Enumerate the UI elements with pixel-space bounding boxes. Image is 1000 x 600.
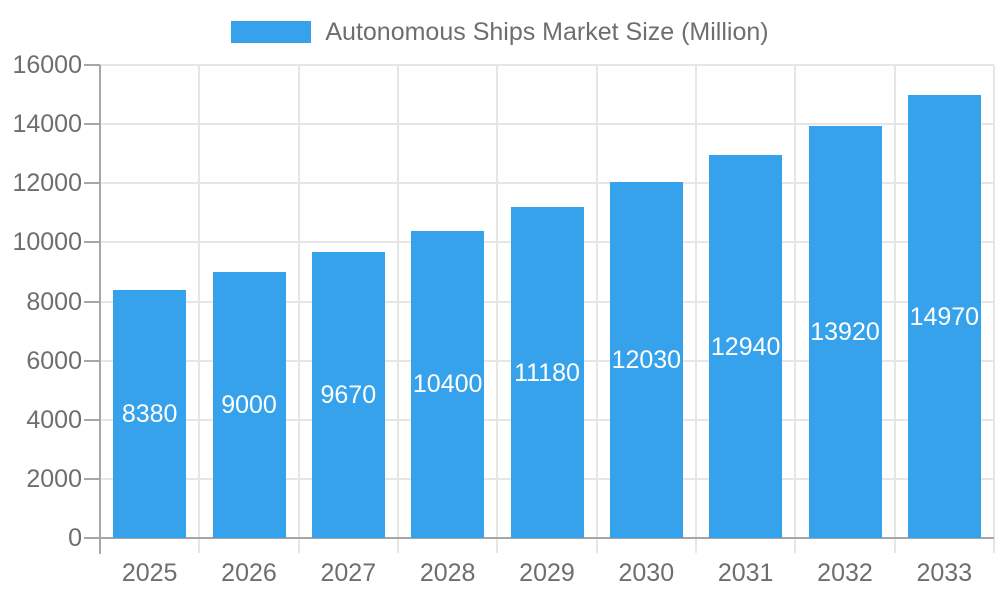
y-axis-label: 14000 [12, 110, 82, 139]
x-axis-tick [595, 538, 598, 553]
bar-value-label: 9000 [221, 390, 277, 419]
bar[interactable]: 10400 [411, 230, 485, 538]
x-axis-tick [695, 538, 697, 553]
v-gridline [198, 65, 201, 538]
v-gridline [595, 65, 598, 538]
bar[interactable]: 9000 [212, 271, 286, 538]
v-gridline [496, 65, 499, 538]
y-axis-tick [84, 182, 100, 185]
bar[interactable]: 9670 [311, 252, 385, 538]
y-axis-tick [84, 359, 100, 362]
x-axis-tick [397, 538, 399, 553]
legend-swatch [231, 21, 312, 43]
y-axis-tick [84, 537, 100, 539]
y-axis-tick [84, 123, 100, 126]
bar[interactable]: 14970 [907, 95, 981, 538]
v-gridline [993, 65, 995, 538]
x-axis-tick [893, 538, 896, 553]
x-axis-label: 2032 [817, 559, 873, 587]
y-axis-line [99, 65, 101, 554]
y-axis-label: 2000 [26, 464, 82, 493]
bar-value-label: 14970 [909, 302, 980, 331]
x-axis-label: 2028 [419, 559, 476, 587]
y-axis-label: 8000 [26, 287, 82, 316]
bar-value-label: 8380 [121, 400, 178, 429]
y-axis-label: 0 [68, 524, 82, 552]
x-axis-label: 2025 [121, 559, 178, 587]
legend-label: Autonomous Ships Market Size (Million) [325, 18, 769, 46]
legend[interactable]: Autonomous Ships Market Size (Million) [0, 19, 1000, 45]
y-axis-label: 12000 [12, 169, 82, 198]
h-gridline [100, 182, 994, 185]
bar-value-label: 9670 [320, 381, 377, 410]
x-axis-tick [496, 538, 499, 553]
bar-value-label: 11180 [514, 358, 580, 387]
y-axis-label: 6000 [26, 346, 82, 375]
x-axis-label: 2029 [519, 559, 575, 587]
x-axis-tick [993, 538, 995, 553]
x-axis-tick [198, 538, 201, 553]
bar-value-label: 10400 [412, 370, 483, 399]
y-axis-tick [84, 477, 100, 480]
bar[interactable]: 11180 [510, 207, 584, 538]
bar[interactable]: 8380 [113, 290, 187, 538]
y-axis-label: 16000 [12, 51, 82, 79]
v-gridline [794, 65, 797, 538]
v-gridline [397, 65, 399, 538]
h-gridline [100, 123, 994, 126]
bar-value-label: 13920 [810, 318, 880, 347]
x-axis-label: 2027 [320, 559, 377, 587]
bar-value-label: 12030 [611, 346, 682, 375]
x-axis-label: 2026 [221, 559, 277, 587]
x-axis-line [100, 537, 994, 539]
y-axis-label: 10000 [12, 228, 82, 257]
y-axis-tick [84, 64, 100, 66]
x-axis-label: 2030 [618, 559, 675, 587]
v-gridline [695, 65, 697, 538]
h-gridline [100, 64, 994, 66]
v-gridline [297, 65, 300, 538]
bar-value-label: 12940 [710, 332, 781, 361]
y-axis-label: 4000 [26, 405, 82, 434]
x-axis-tick [297, 538, 300, 553]
bar[interactable]: 13920 [808, 126, 882, 538]
v-gridline [893, 65, 896, 538]
x-axis-label: 2033 [916, 559, 973, 587]
y-axis-tick [84, 418, 100, 421]
bar[interactable]: 12030 [609, 182, 683, 538]
y-axis-tick [84, 241, 100, 244]
y-axis-tick [84, 300, 100, 303]
bar[interactable]: 12940 [709, 155, 783, 538]
x-axis-label: 2031 [717, 559, 774, 587]
x-axis-tick [794, 538, 797, 553]
